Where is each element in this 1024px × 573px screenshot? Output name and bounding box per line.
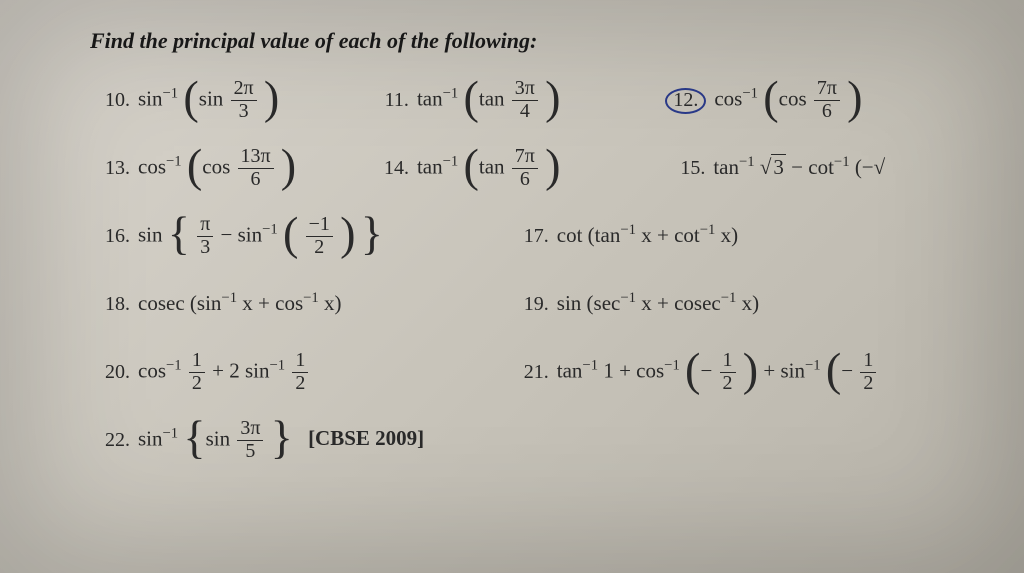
problem-21: 21. tan−1 1 + cos−1 (− 12 ) + sin−1 (− 1… [509, 344, 955, 400]
expression: cosec (sin−1 x + cos−1 x) [138, 289, 342, 318]
problem-number: 19. [509, 290, 549, 318]
circled-number: 12. [665, 88, 706, 114]
problem-22: 22. sin−1 {sin 3π5 } [CBSE 2009] [90, 412, 964, 468]
problem-number: 21. [509, 358, 549, 386]
problem-10: 10. sin−1 (sin 2π3 ) [90, 72, 361, 128]
expression: cos−1 (cos 13π6 ) [138, 146, 296, 191]
expression: cos−1 (cos 7π6 ) [714, 78, 862, 123]
problem-number: 17. [509, 222, 549, 250]
expression: tan−1 1 + cos−1 (− 12 ) + sin−1 (− 12 [557, 350, 879, 395]
problem-number: 11. [369, 86, 409, 114]
expression: cos−1 12 + 2 sin−1 12 [138, 350, 310, 395]
problem-number: 16. [90, 222, 130, 250]
source-tag: [CBSE 2009] [308, 426, 424, 450]
expression: sin { π3 − sin−1 ( −12 ) } [138, 214, 383, 259]
problem-number: 12. [665, 86, 706, 114]
problem-19: 19. sin (sec−1 x + cosec−1 x) [509, 276, 955, 332]
section-heading: Find the principal value of each of the … [90, 28, 964, 54]
expression: sin (sec−1 x + cosec−1 x) [557, 289, 759, 318]
problem-number: 18. [90, 290, 130, 318]
problem-number: 20. [90, 358, 130, 386]
expression: cot (tan−1 x + cot−1 x) [557, 221, 738, 250]
expression: sin−1 {sin 3π5 } [CBSE 2009] [138, 418, 424, 463]
problem-number: 14. [369, 154, 409, 182]
problem-12: 12. cos−1 (cos 7π6 ) [665, 72, 962, 128]
expression: tan−1 √3 − cot−1 (−√ [713, 153, 885, 182]
problem-14: 14. tan−1 (tan 7π6 ) [369, 140, 657, 196]
problem-list: 10. sin−1 (sin 2π3 ) 11. tan−1 (tan 3π4 … [90, 72, 964, 468]
problem-13: 13. cos−1 (cos 13π6 ) [90, 140, 361, 196]
problem-15: 15. tan−1 √3 − cot−1 (−√ [665, 140, 962, 196]
expression: sin−1 (sin 2π3 ) [138, 78, 279, 123]
expression: tan−1 (tan 3π4 ) [417, 78, 561, 123]
problem-20: 20. cos−1 12 + 2 sin−1 12 [90, 344, 501, 400]
problem-number: 10. [90, 86, 130, 114]
exercise-page: Find the principal value of each of the … [0, 0, 1024, 573]
problem-17: 17. cot (tan−1 x + cot−1 x) [509, 208, 955, 264]
problem-16: 16. sin { π3 − sin−1 ( −12 ) } [90, 208, 501, 264]
problem-number: 22. [90, 426, 130, 454]
problem-number: 13. [90, 154, 130, 182]
problem-number: 15. [665, 154, 705, 182]
problem-11: 11. tan−1 (tan 3π4 ) [369, 72, 657, 128]
problem-18: 18. cosec (sin−1 x + cos−1 x) [90, 276, 501, 332]
expression: tan−1 (tan 7π6 ) [417, 146, 561, 191]
